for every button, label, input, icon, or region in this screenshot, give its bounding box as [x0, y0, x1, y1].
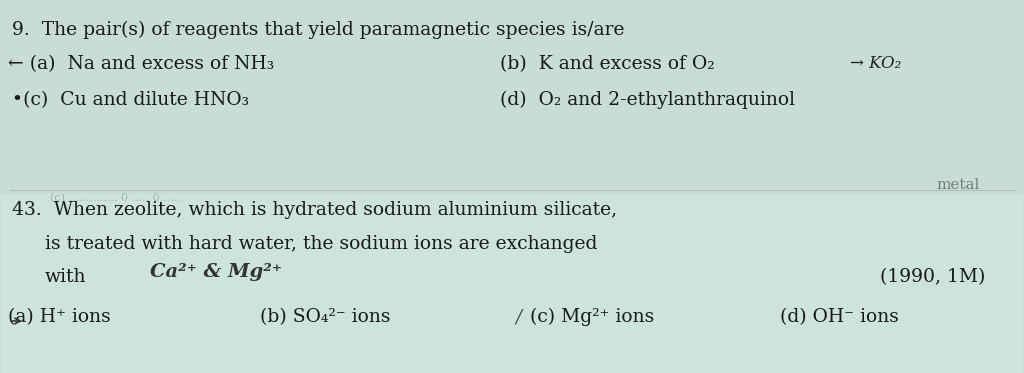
Text: Ca²⁺ & Mg²⁺: Ca²⁺ & Mg²⁺ — [150, 263, 282, 281]
Text: (b) SO₄²⁻ ions: (b) SO₄²⁻ ions — [260, 308, 390, 326]
Text: (1990, 1M): (1990, 1M) — [880, 268, 985, 286]
Text: (d) OH⁻ ions: (d) OH⁻ ions — [780, 308, 899, 326]
Text: 9.  The pair(s) of reagents that yield paramagnetic species is/are: 9. The pair(s) of reagents that yield pa… — [12, 21, 625, 39]
Text: (d)  O₂ and 2-ethylanthraquinol: (d) O₂ and 2-ethylanthraquinol — [500, 91, 795, 109]
Text: is treated with hard water, the sodium ions are exchanged: is treated with hard water, the sodium i… — [45, 235, 597, 253]
Text: → KO₂: → KO₂ — [850, 55, 901, 72]
Text: (c) Mg²⁺ ions: (c) Mg²⁺ ions — [530, 308, 654, 326]
Text: metal: metal — [937, 178, 980, 192]
Text: (a) H⁺ ions: (a) H⁺ ions — [8, 308, 111, 326]
Text: (b)  K and excess of O₂: (b) K and excess of O₂ — [500, 55, 715, 73]
Text: with: with — [45, 268, 86, 286]
Text: (c) .............. 0 ..... 0......: (c) .............. 0 ..... 0...... — [50, 193, 181, 203]
Text: ← (a)  Na and excess of NH₃: ← (a) Na and excess of NH₃ — [8, 55, 274, 73]
FancyBboxPatch shape — [1, 2, 1023, 189]
Text: /: / — [515, 308, 521, 326]
Text: •(c)  Cu and dilute HNO₃: •(c) Cu and dilute HNO₃ — [12, 91, 249, 109]
Text: 43.  When zeolite, which is hydrated sodium aluminium silicate,: 43. When zeolite, which is hydrated sodi… — [12, 201, 617, 219]
FancyBboxPatch shape — [1, 194, 1023, 373]
